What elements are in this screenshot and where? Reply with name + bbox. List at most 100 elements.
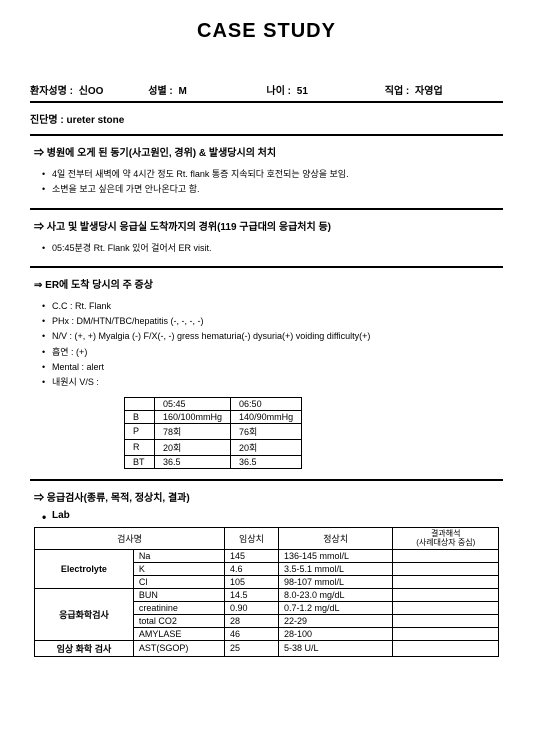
diagnosis-row: 진단명 : ureter stone [30,103,503,136]
page-title: CASE STUDY [30,20,503,43]
lab-cell: 8.0-23.0 mg/dL [278,588,393,601]
lab-cell: 4.6 [225,562,279,575]
vs-cell: 20회 [155,439,231,455]
vital-signs-table: 05:45 06:50 B 160/100mmHg 140/90mmHg P 7… [124,397,302,469]
lab-cell: 25 [225,640,279,656]
vs-cell: BT [125,455,155,468]
patient-occupation-label: 직업 : [385,86,410,97]
lab-cell [393,562,499,575]
lab-cell: 105 [225,575,279,588]
table-header-row: 검사명 임상치 정상치 결과해석 (사례대상자 중심) [35,527,499,549]
patient-info-row: 환자성명 : 신OO 성별 : M 나이 : 51 직업 : 자영업 [30,78,503,103]
lab-cell: 14.5 [225,588,279,601]
section-accident-list: 05:45분경 Rt. Flank 있어 걸어서 ER visit. [34,241,499,256]
list-item: 05:45분경 Rt. Flank 있어 걸어서 ER visit. [42,241,499,256]
vs-header-empty [125,397,155,410]
vs-header-time2: 06:50 [231,397,302,410]
lab-header-val: 임상치 [225,527,279,549]
section-reason: ⇒ 병원에 오게 된 동기(사고원인, 경위) & 발생당시의 처치 4일 전부… [30,136,503,210]
lab-table: 검사명 임상치 정상치 결과해석 (사례대상자 중심) Electrolyte … [34,527,499,657]
vs-cell: P [125,423,155,439]
section-reason-list: 4일 전부터 새벽에 약 4시간 정도 Rt. flank 통증 지속되다 호전… [34,167,499,198]
diagnosis-value: ureter stone [67,115,125,126]
vs-cell: B [125,410,155,423]
list-item: Mental : alert [42,360,499,375]
lab-cell: 145 [225,549,279,562]
vs-header-time1: 05:45 [155,397,231,410]
patient-age-label: 나이 : [267,86,292,97]
vs-cell: 76회 [231,423,302,439]
patient-age-field: 나이 : 51 [267,82,385,97]
lab-category: 임상 화학 검사 [35,640,134,656]
list-item: C.C : Rt. Flank [42,299,499,314]
patient-name-field: 환자성명 : 신OO [30,82,148,97]
lab-cell: 46 [225,627,279,640]
vs-cell: 36.5 [231,455,302,468]
list-item: N/V : (+, +) Myalgia (-) F/X(-, -) gress… [42,329,499,344]
lab-cell [393,614,499,627]
table-row: P 78회 76회 [125,423,302,439]
lab-cell [393,601,499,614]
lab-cell: K [133,562,224,575]
patient-age-value: 51 [297,86,308,97]
section-reason-heading: ⇒ 병원에 오게 된 동기(사고원인, 경위) & 발생당시의 처치 [34,144,499,159]
list-item: 흡연 : (+) [42,345,499,360]
lab-cell: 98-107 mmol/L [278,575,393,588]
lab-cell: 0.90 [225,601,279,614]
lab-header-norm: 정상치 [278,527,393,549]
list-item: PHx : DM/HTN/TBC/hepatitis (-, -, -, -) [42,314,499,329]
lab-cell [393,640,499,656]
lab-sublabel: Lab [34,510,499,521]
diagnosis-label: 진단명 : [30,115,64,126]
vs-cell: R [125,439,155,455]
patient-occupation-field: 직업 : 자영업 [385,82,503,97]
table-row: B 160/100mmHg 140/90mmHg [125,410,302,423]
lab-category: 응급화학검사 [35,588,134,640]
patient-occupation-value: 자영업 [415,86,443,97]
patient-sex-field: 성별 : M [148,82,266,97]
list-item: 내원시 V/S : [42,375,499,390]
lab-cell: 3.5-5.1 mmol/L [278,562,393,575]
patient-name-label: 환자성명 : [30,86,73,97]
patient-sex-label: 성별 : [148,86,173,97]
lab-cell: 28-100 [278,627,393,640]
table-row: R 20회 20회 [125,439,302,455]
lab-cell: 136-145 mmol/L [278,549,393,562]
vs-cell: 20회 [231,439,302,455]
lab-cell: AST(SGOP) [133,640,224,656]
section-lab: ⇒ 응급검사(종류, 목적, 정상치, 결과) Lab 검사명 임상치 정상치 … [30,481,503,667]
lab-cell [393,549,499,562]
vs-cell: 160/100mmHg [155,410,231,423]
lab-cell: 28 [225,614,279,627]
lab-cell: 5-38 U/L [278,640,393,656]
table-row: BT 36.5 36.5 [125,455,302,468]
lab-category: Electrolyte [35,549,134,588]
lab-cell: BUN [133,588,224,601]
section-er-heading: ⇒ ER에 도착 당시의 주 증상 [34,276,499,291]
lab-cell [393,575,499,588]
lab-cell: total CO2 [133,614,224,627]
list-item: 4일 전부터 새벽에 약 4시간 정도 Rt. flank 통증 지속되다 호전… [42,167,499,182]
list-item: 소변을 보고 싶은데 가면 안나온다고 함. [42,182,499,197]
vs-cell: 140/90mmHg [231,410,302,423]
section-accident-heading: ⇒ 사고 및 발생당시 응급실 도착까지의 경위(119 구급대의 응급처치 등… [34,218,499,233]
table-row: 응급화학검사 BUN 14.5 8.0-23.0 mg/dL [35,588,499,601]
patient-name-value: 신OO [79,86,104,97]
lab-cell: 22-29 [278,614,393,627]
lab-header-interp: 결과해석 (사례대상자 중심) [393,527,499,549]
section-lab-heading: ⇒ 응급검사(종류, 목적, 정상치, 결과) [34,489,499,504]
lab-header-name: 검사명 [35,527,225,549]
vs-cell: 36.5 [155,455,231,468]
lab-cell: creatinine [133,601,224,614]
table-row: 05:45 06:50 [125,397,302,410]
table-row: 임상 화학 검사 AST(SGOP) 25 5-38 U/L [35,640,499,656]
lab-cell [393,588,499,601]
patient-sex-value: M [179,86,187,97]
lab-cell: 0.7-1.2 mg/dL [278,601,393,614]
section-accident: ⇒ 사고 및 발생당시 응급실 도착까지의 경위(119 구급대의 응급처치 등… [30,210,503,268]
lab-cell: Cl [133,575,224,588]
vs-cell: 78회 [155,423,231,439]
table-row: Electrolyte Na 145 136-145 mmol/L [35,549,499,562]
lab-cell: AMYLASE [133,627,224,640]
section-er-list: C.C : Rt. Flank PHx : DM/HTN/TBC/hepatit… [34,299,499,391]
